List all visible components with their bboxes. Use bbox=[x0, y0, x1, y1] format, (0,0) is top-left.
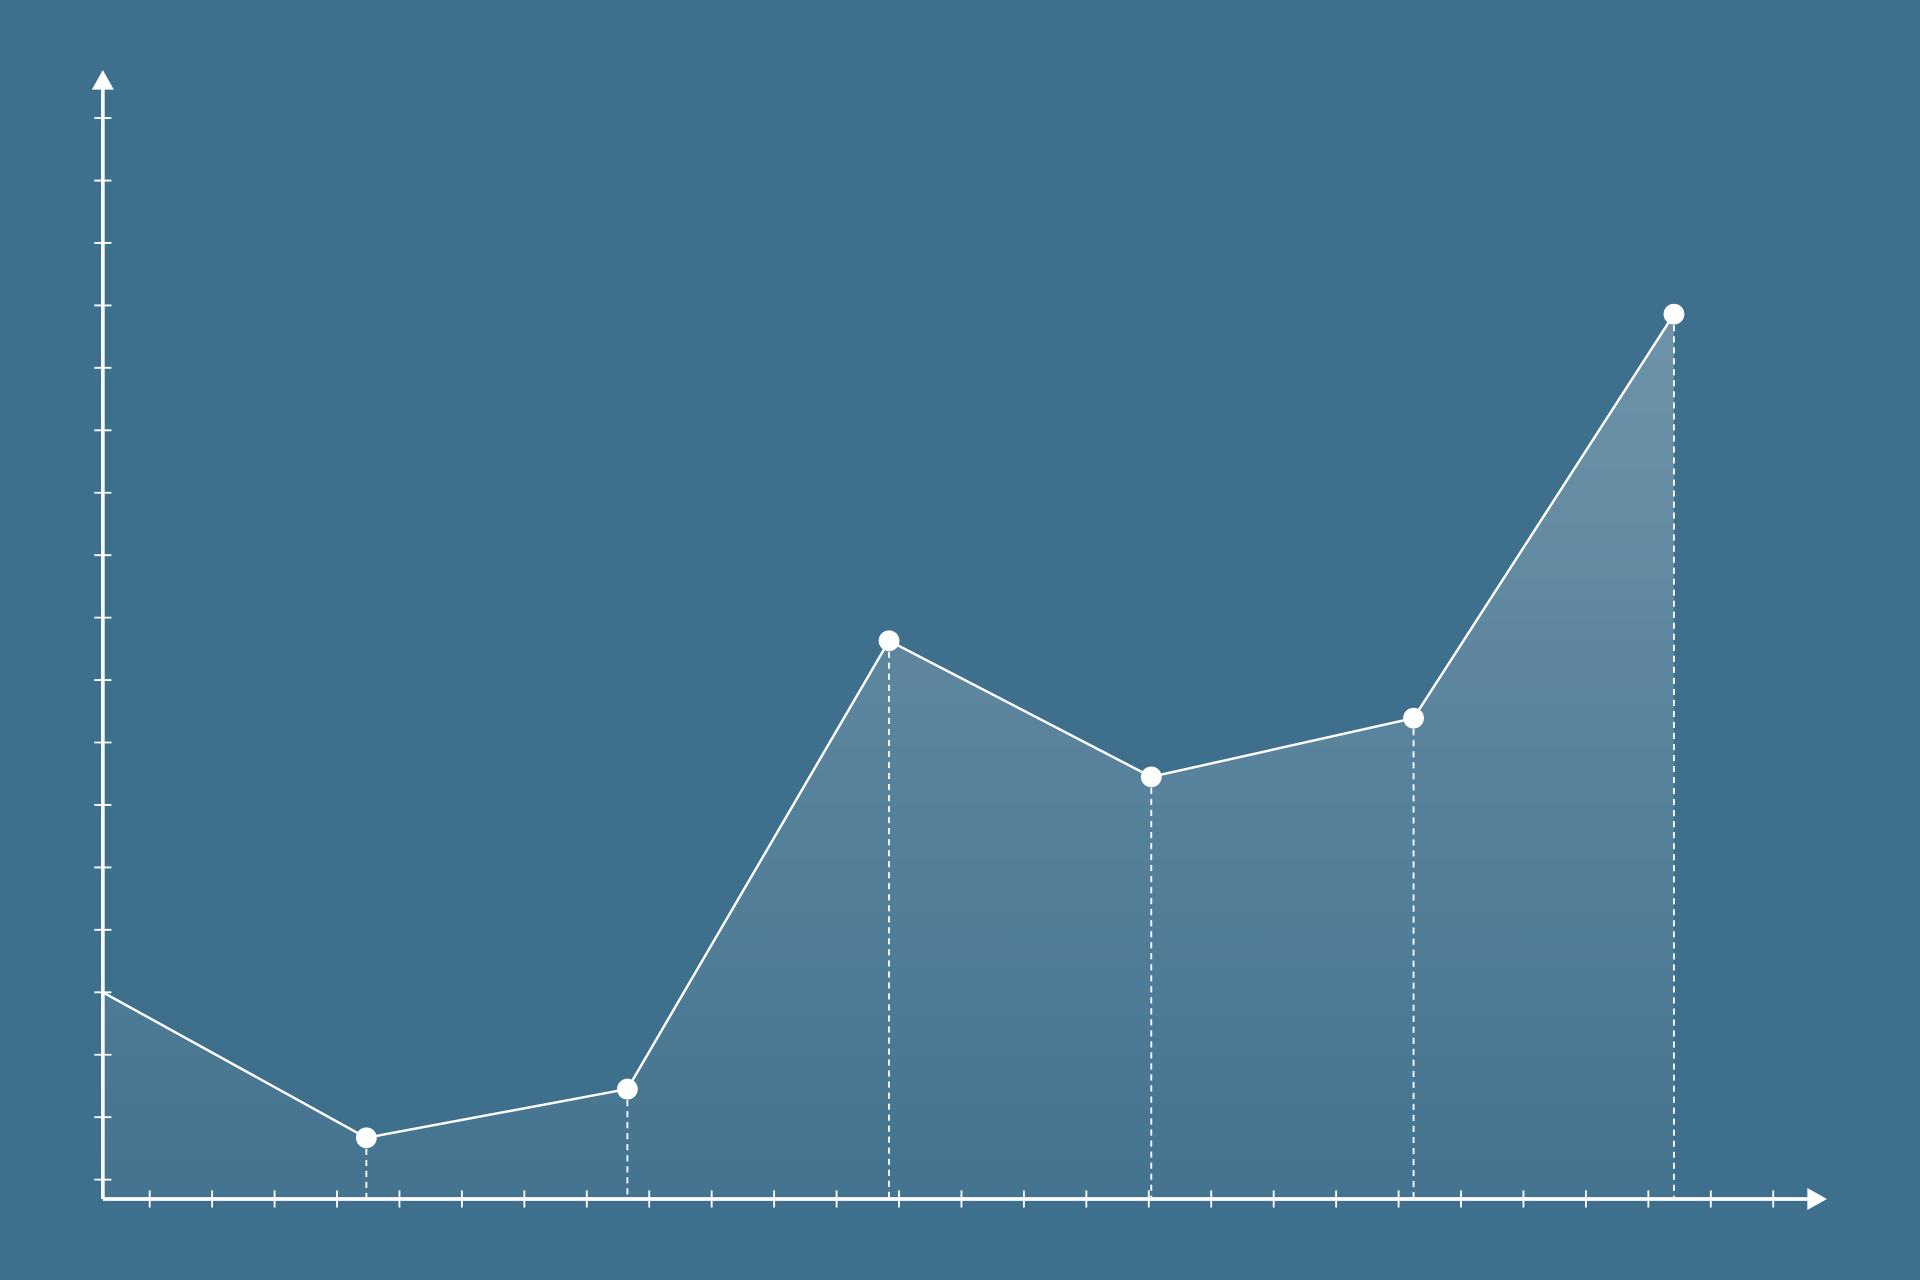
point bbox=[1403, 707, 1424, 729]
point bbox=[355, 1127, 377, 1149]
y-axis-arrow bbox=[91, 70, 114, 90]
x-axis-arrow bbox=[1807, 1187, 1827, 1210]
point bbox=[616, 1078, 638, 1100]
point bbox=[1663, 303, 1685, 325]
point bbox=[878, 630, 900, 652]
point bbox=[1140, 766, 1162, 788]
